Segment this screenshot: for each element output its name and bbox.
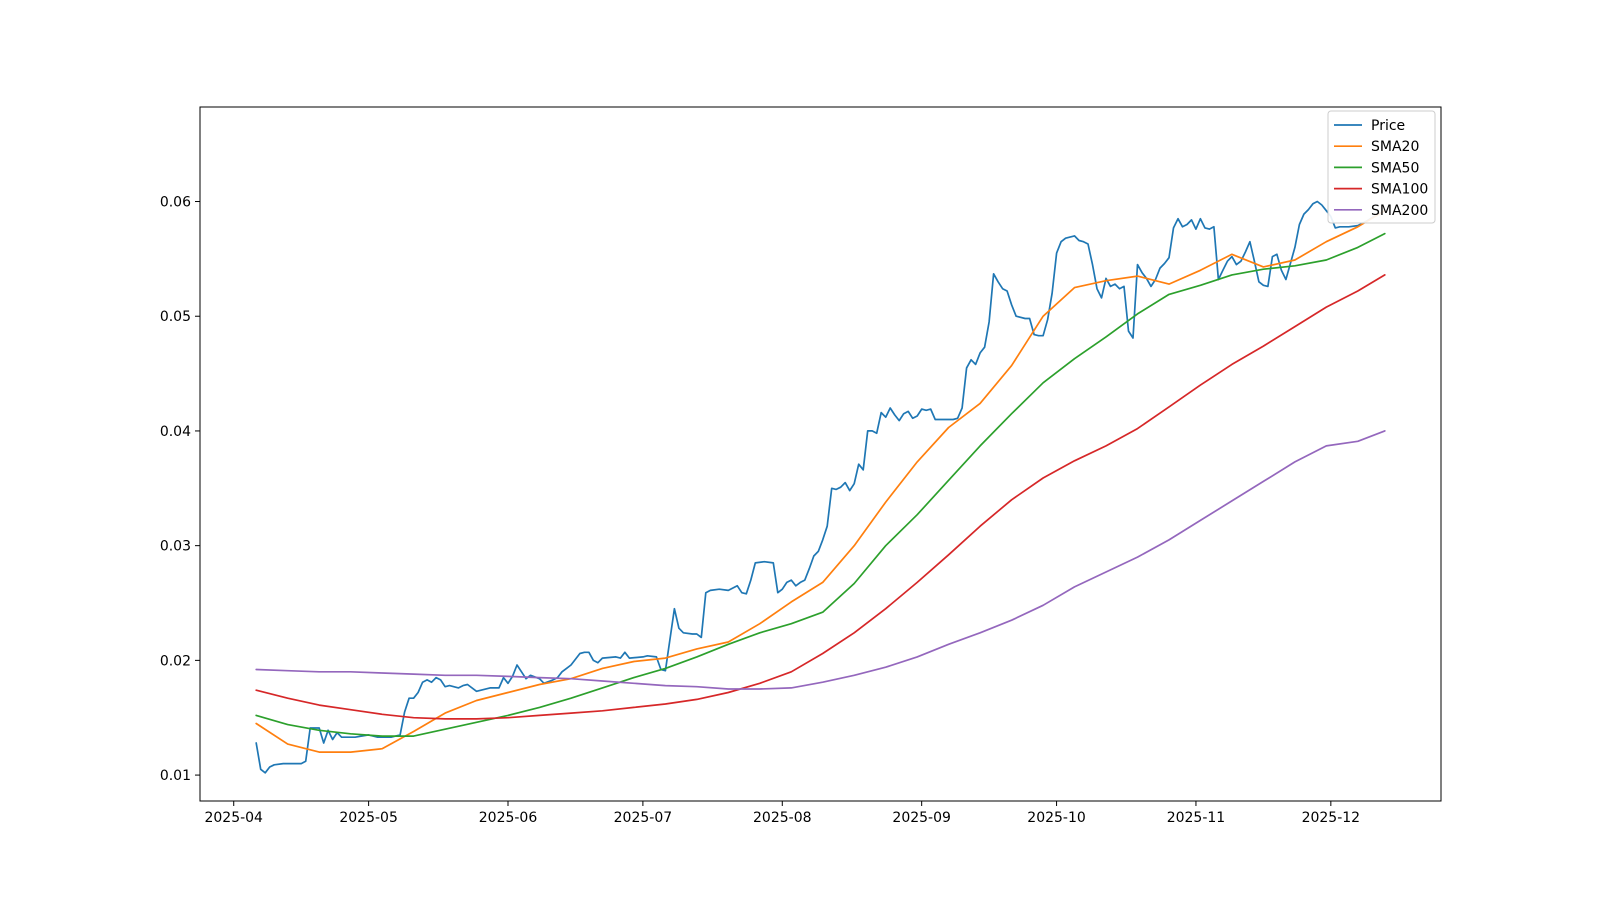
x-tick-label: 2025-04 <box>204 810 263 826</box>
y-tick-label: 0.04 <box>160 424 191 440</box>
legend-label: Price <box>1371 118 1405 134</box>
y-tick-label: 0.03 <box>160 539 191 555</box>
legend-label: SMA100 <box>1371 182 1428 198</box>
legend-entry: Price <box>1334 118 1405 134</box>
x-tick-label: 2025-11 <box>1167 810 1226 826</box>
x-tick-label: 2025-06 <box>479 810 538 826</box>
series-line-sma100 <box>255 274 1386 720</box>
x-tick-label: 2025-07 <box>614 810 673 826</box>
legend-label: SMA200 <box>1371 203 1428 219</box>
legend-label: SMA20 <box>1371 139 1419 155</box>
legend-entry: SMA100 <box>1334 182 1428 198</box>
y-tick-label: 0.06 <box>160 195 191 211</box>
axis-ticks: 2025-04 2025-05 2025-06 2025-07 2025-08 2025-… <box>160 195 1360 826</box>
series-line-sma50 <box>255 232 1386 737</box>
legend-entry: SMA50 <box>1334 160 1419 176</box>
legend-entry: SMA20 <box>1334 139 1419 155</box>
y-tick-label: 0.05 <box>160 309 191 325</box>
axes-frame <box>199 106 1442 802</box>
y-tick-label: 0.01 <box>160 768 191 784</box>
legend-box <box>1327 110 1436 224</box>
series-line-sma200 <box>255 430 1386 690</box>
y-tick-label: 0.02 <box>160 653 191 669</box>
legend-label: SMA50 <box>1371 160 1419 176</box>
x-tick-label: 2025-12 <box>1302 810 1361 826</box>
legend: Price SMA20 SMA50 SMA100 SMA200 <box>1327 110 1436 224</box>
series-line-sma20 <box>255 209 1386 753</box>
series-lines <box>255 200 1386 774</box>
x-tick-label: 2025-08 <box>753 810 812 826</box>
x-tick-label: 2025-09 <box>892 810 951 826</box>
x-tick-label: 2025-10 <box>1027 810 1086 826</box>
x-tick-label: 2025-05 <box>339 810 398 826</box>
legend-entry: SMA200 <box>1334 203 1428 219</box>
series-line-price <box>255 200 1386 774</box>
